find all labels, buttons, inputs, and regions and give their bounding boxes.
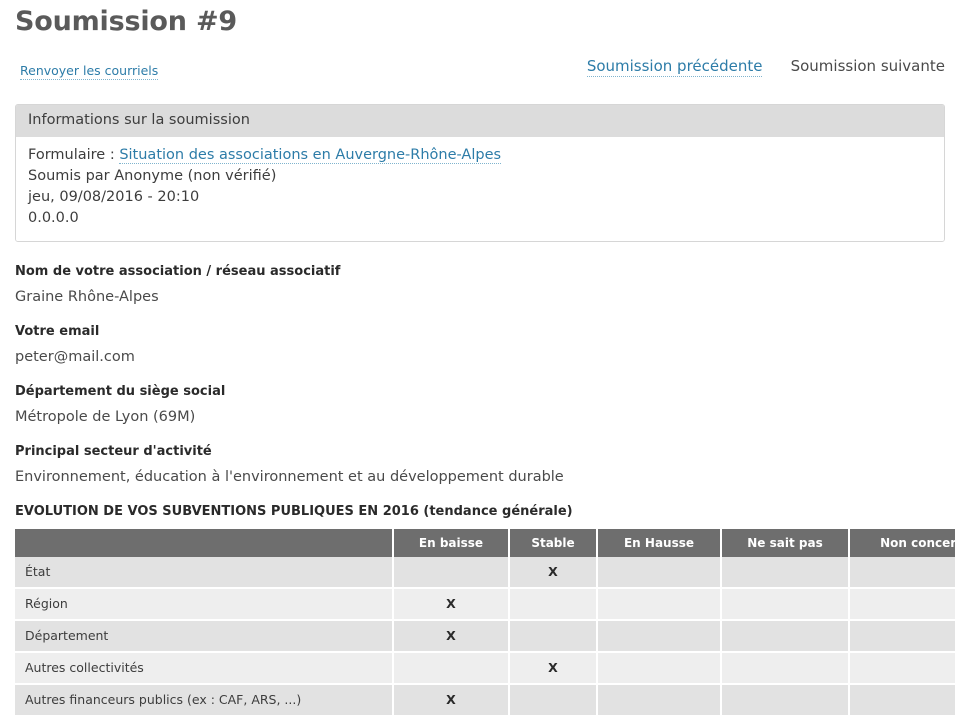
grid-selected-mark: X (446, 628, 456, 644)
grid-cell (721, 588, 850, 622)
subventions-grid-table: En baisse Stable En Hausse Ne sait pas Non c… (15, 529, 955, 717)
submission-info-box: Informations sur la soumission Formulair… (15, 104, 945, 243)
grid-cell (509, 684, 598, 717)
grid-cell (393, 652, 510, 686)
grid-cell (849, 652, 955, 686)
submission-nav: Soumission précédente Soumission suivant… (586, 56, 945, 77)
grid-row-label: Autres financeurs publics (ex : CAF, ARS… (15, 684, 394, 717)
grid-selected-mark: X (446, 596, 456, 612)
field-value: peter@mail.com (15, 349, 135, 366)
grid-selected-mark: X (548, 564, 558, 580)
grid-header-cell: En Hausse (597, 529, 722, 558)
grid-cell (849, 588, 955, 622)
field-block: Nom de votre association / réseau associ… (15, 264, 945, 306)
field-label: Principal secteur d'activité (15, 444, 212, 460)
grid-cell (721, 620, 850, 654)
field-value: Graine Rhône-Alpes (15, 289, 159, 306)
grid-cell (721, 557, 850, 590)
table-row: Département X (15, 620, 955, 654)
table-row: Autres collectivités X (15, 652, 955, 686)
field-block: Votre email peter@mail.com (15, 324, 945, 366)
field-label: Votre email (15, 324, 100, 340)
grid-cell (849, 620, 955, 654)
grid-cell (597, 557, 722, 590)
grid-header-cell: Ne sait pas (721, 529, 850, 558)
submission-info-body: Formulaire : Situation des associations … (16, 137, 944, 242)
submission-info-header: Informations sur la soumission (16, 105, 944, 138)
grid-table-head: En baisse Stable En Hausse Ne sait pas Non c… (15, 529, 955, 558)
info-line-ip-address: 0.0.0.0 (28, 210, 79, 227)
table-row: Autres financeurs publics (ex : CAF, ARS… (15, 684, 955, 717)
grid-row-label: Département (15, 620, 394, 654)
field-value: Environnement, éducation à l'environneme… (15, 469, 564, 486)
grid-selected-mark: X (446, 692, 456, 708)
grid-cell (509, 588, 598, 622)
grid-cell: X (509, 652, 598, 686)
grid-question: EVOLUTION DE VOS SUBVENTIONS PUBLIQUES E… (15, 504, 955, 717)
grid-cell (597, 652, 722, 686)
grid-row-label: État (15, 557, 394, 590)
grid-header-row: En baisse Stable En Hausse Ne sait pas Non c… (15, 529, 955, 558)
grid-question-heading: EVOLUTION DE VOS SUBVENTIONS PUBLIQUES E… (15, 504, 573, 520)
page-title: Soumission #9 (15, 6, 237, 37)
field-label: Département du siège social (15, 384, 226, 400)
submission-page: Soumission #9 Renvoyer les courriels Sou… (15, 6, 955, 717)
previous-submission-link[interactable]: Soumission précédente (586, 57, 763, 77)
grid-header-cell: Non concerné (849, 529, 955, 558)
info-line-form: Formulaire : Situation des associations … (28, 145, 932, 166)
grid-header-cell: En baisse (393, 529, 510, 558)
grid-cell (393, 557, 510, 590)
field-block: Principal secteur d'activité Environnemen… (15, 444, 945, 486)
grid-selected-mark: X (548, 660, 558, 676)
grid-cell (597, 684, 722, 717)
grid-cell: X (393, 684, 510, 717)
table-row: Région X (15, 588, 955, 622)
resend-emails-link[interactable]: Renvoyer les courriels (20, 63, 159, 80)
grid-cell (721, 652, 850, 686)
info-line-submitted-date: jeu, 09/08/2016 - 20:10 (28, 189, 200, 206)
grid-row-label: Autres collectivités (15, 652, 394, 686)
field-block: Département du siège social Métropole de … (15, 384, 945, 426)
info-line-submitted-by: Soumis par Anonyme (non vérifié) (28, 168, 277, 185)
grid-cell (597, 588, 722, 622)
grid-cell (597, 620, 722, 654)
grid-header-cell: Stable (509, 529, 598, 558)
grid-table-body: État X Région X Département X Autres collectiv… (15, 557, 955, 717)
grid-cell: X (393, 620, 510, 654)
grid-cell (849, 557, 955, 590)
field-value: Métropole de Lyon (69M) (15, 409, 196, 426)
action-row: Renvoyer les courriels Soumission précéd… (15, 56, 945, 90)
grid-cell (509, 620, 598, 654)
table-row: État X (15, 557, 955, 590)
submitted-fields: Nom de votre association / réseau associ… (15, 264, 945, 486)
field-label: Nom de votre association / réseau associ… (15, 264, 341, 280)
grid-cell (849, 684, 955, 717)
next-submission-link[interactable]: Soumission suivante (790, 57, 945, 75)
grid-cell: X (509, 557, 598, 590)
grid-header-corner (15, 529, 394, 558)
form-label-prefix: Formulaire : (28, 147, 120, 164)
grid-row-label: Région (15, 588, 394, 622)
grid-cell: X (393, 588, 510, 622)
grid-cell (721, 684, 850, 717)
form-name-link[interactable]: Situation des associations en Auvergne-R… (119, 147, 502, 165)
